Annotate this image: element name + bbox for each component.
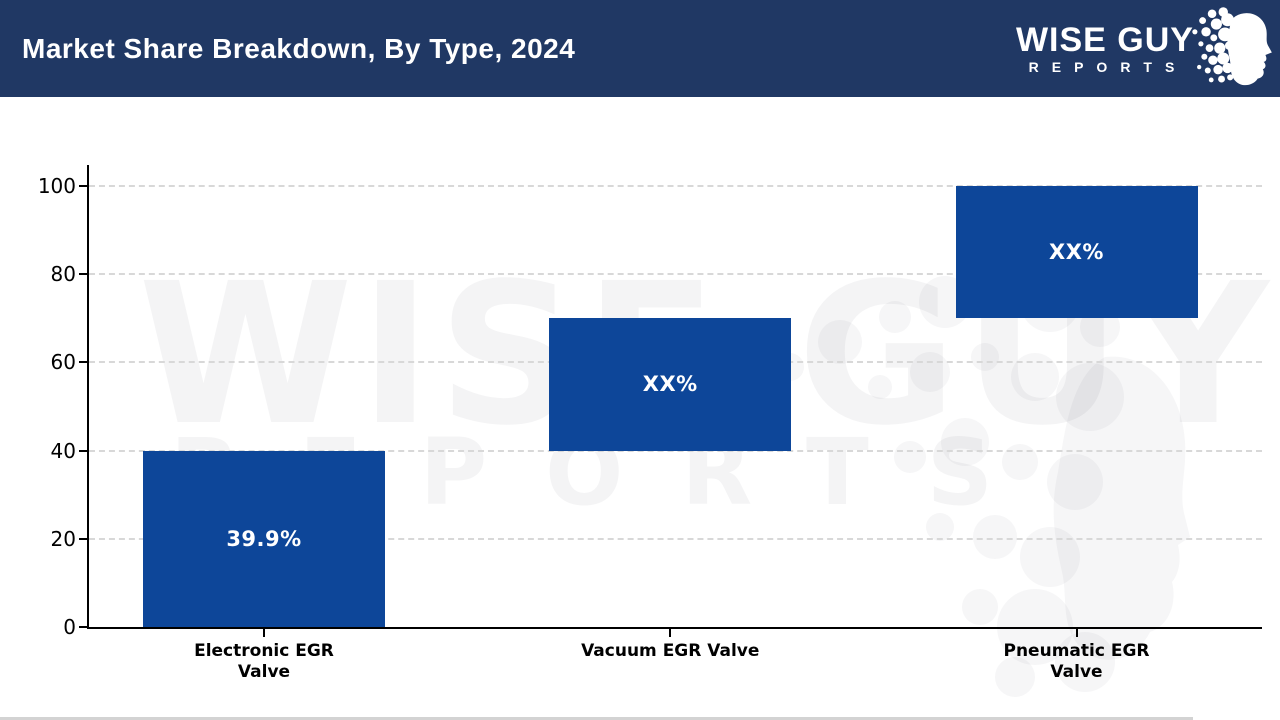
- bar-value-label: XX%: [1049, 240, 1104, 265]
- category-label-0: Electronic EGR Valve: [104, 641, 424, 683]
- x-tick-mark: [669, 629, 672, 637]
- gridline-100: [89, 185, 1262, 187]
- y-tick-label: 100: [37, 174, 76, 198]
- category-label-line: Valve: [237, 662, 291, 682]
- y-tick-mark: [79, 185, 87, 187]
- y-tick-label: 80: [50, 262, 76, 287]
- y-tick-mark: [79, 449, 87, 452]
- logo-wordmark-line1: WISE GUY: [1015, 20, 1194, 59]
- bar-2: XX%: [955, 186, 1198, 319]
- header: Market Share Breakdown, By Type, 2024 WI…: [0, 0, 1280, 97]
- category-label-line: Pneumatic EGR: [1003, 641, 1150, 661]
- logo-wordmark: WISE GUY REPORTS: [1016, 23, 1194, 75]
- y-tick-label: 20: [50, 526, 76, 551]
- chart-title: Market Share Breakdown, By Type, 2024: [22, 32, 576, 64]
- x-tick-mark: [263, 629, 265, 637]
- logo-wordmark-line2: REPORTS: [1028, 58, 1188, 75]
- y-tick-mark: [79, 537, 87, 540]
- y-axis: [87, 165, 89, 629]
- y-tick-label: 60: [50, 350, 76, 375]
- category-label-line: Electronic EGR: [194, 641, 334, 661]
- x-axis: [87, 627, 1262, 629]
- y-tick-mark: [79, 273, 87, 276]
- y-tick-label: 0: [63, 615, 76, 639]
- wise-guy-reports-logo: WISE GUY REPORTS: [1016, 5, 1274, 93]
- bar-value-label: XX%: [642, 372, 698, 397]
- chart-area: WISE GUY REPORTS 0 20 40 60 80 100 39.9% Electr…: [0, 97, 1280, 720]
- bar-0: 39.9%: [143, 450, 385, 627]
- x-tick-mark: [1075, 629, 1078, 637]
- y-tick-mark: [79, 361, 87, 364]
- gridline-20: [89, 537, 1262, 540]
- y-tick-mark: [79, 626, 87, 628]
- category-label-2: Pneumatic EGR Valve: [917, 641, 1237, 683]
- category-label-1: Vacuum EGR Valve: [510, 641, 830, 662]
- bar-value-label: 39.9%: [226, 526, 302, 551]
- dotted-face-profile-icon: [1192, 6, 1272, 85]
- category-label-line: Valve: [1050, 662, 1103, 682]
- gridline-40: [89, 449, 1262, 452]
- bar-1: XX%: [549, 318, 792, 451]
- category-label-line: Vacuum EGR Valve: [581, 641, 760, 661]
- gridline-80: [89, 273, 1262, 276]
- y-tick-label: 40: [50, 438, 76, 463]
- bottom-strip: [0, 717, 1193, 720]
